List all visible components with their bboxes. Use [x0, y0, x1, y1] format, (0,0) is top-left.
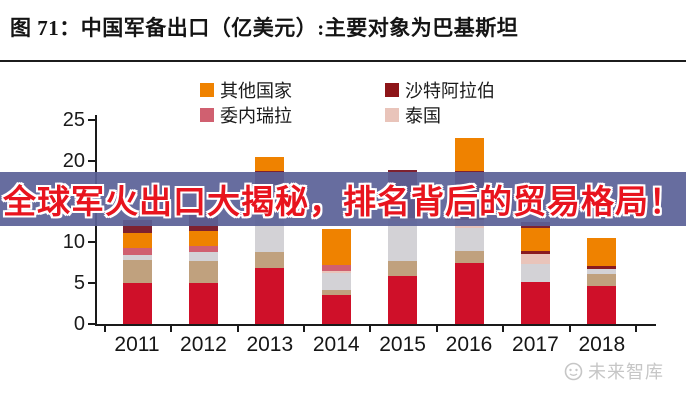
bar-2012 — [188, 213, 218, 324]
bar-2014 — [321, 229, 351, 324]
bar-segment-2017-其他国家 — [520, 227, 550, 251]
x-axis-category-label: 2011 — [114, 333, 160, 356]
bar-segment-2014-未标注(灰) — [321, 272, 351, 290]
overlay-banner: 全球军火出口大揭秘，排名背后的贸易格局！ — [0, 172, 686, 226]
legend-swatch — [200, 108, 214, 122]
bar-2018 — [587, 238, 617, 324]
x-axis-line — [95, 324, 656, 326]
y-axis-tick-label: 25 — [62, 109, 85, 131]
bar-segment-2012-未标注(灰) — [188, 252, 218, 262]
bar-segment-2017-未标注(灰) — [520, 263, 550, 283]
bar-segment-2014-委内瑞拉 — [321, 265, 351, 271]
y-axis-tick — [88, 323, 95, 325]
bar-segment-2016-其他国家 — [454, 137, 484, 172]
bar-segment-2017-未标注(红) — [520, 282, 550, 324]
legend-item: 委内瑞拉 — [200, 106, 292, 126]
bar-segment-2015-未标注(棕) — [388, 261, 418, 276]
bar-segment-2015-未标注(灰) — [388, 221, 418, 262]
y-axis-tick-label: 0 — [73, 313, 85, 335]
bar-segment-2018-未标注(棕) — [587, 274, 617, 287]
x-axis-tick — [236, 326, 239, 332]
bar-segment-2018-未标注(灰) — [587, 269, 617, 275]
y-axis-tick-label: 20 — [62, 149, 85, 172]
x-axis-category-label: 2013 — [246, 333, 294, 356]
legend-item: 沙特阿拉伯 — [385, 81, 495, 101]
watermark: 未来智库 — [564, 358, 664, 384]
bar-segment-2016-未标注(灰) — [454, 227, 484, 251]
bar-segment-2012-未标注(棕) — [188, 261, 218, 284]
bar-segment-2017-泰国 — [520, 253, 550, 264]
bar-segment-2014-未标注(红) — [321, 294, 351, 324]
x-axis-category-label: 2017 — [512, 333, 559, 356]
bar-2017 — [520, 222, 550, 324]
bar-segment-2013-其他国家 — [255, 156, 285, 172]
bar-segment-2017-委内瑞拉 — [520, 250, 550, 254]
bar-2016 — [454, 137, 484, 324]
bar-segment-2018-沙特阿拉伯 — [587, 266, 617, 270]
bar-2011 — [122, 220, 152, 324]
bar-segment-2011-未标注(棕) — [122, 260, 152, 284]
y-axis-tick-label: 10 — [62, 231, 85, 254]
x-axis-tick — [103, 326, 106, 332]
bar-segment-2012-委内瑞拉 — [188, 246, 218, 253]
bar-segment-2011-其他国家 — [122, 233, 152, 249]
overlay-banner-text: 全球军火出口大揭秘，排名背后的贸易格局！ — [3, 183, 683, 220]
bar-segment-2014-未标注(棕) — [321, 289, 351, 295]
legend-label: 沙特阿拉伯 — [405, 81, 495, 101]
bar-segment-2011-未标注(灰) — [122, 254, 152, 261]
y-axis-tick — [88, 119, 95, 121]
x-axis-tick — [170, 326, 173, 332]
y-axis-tick — [88, 282, 95, 285]
x-axis-category-label: 2014 — [312, 333, 360, 356]
x-axis-tick — [435, 326, 438, 332]
legend-swatch — [200, 83, 214, 97]
bar-segment-2011-未标注(红) — [122, 283, 152, 324]
legend-item: 泰国 — [385, 106, 441, 126]
y-axis-tick — [88, 159, 95, 162]
bar-segment-2013-未标注(红) — [255, 267, 285, 324]
bar-segment-2014-泰国 — [321, 270, 351, 273]
bar-segment-2018-未标注(红) — [587, 286, 617, 324]
x-axis-tick — [303, 326, 305, 332]
bar-segment-2011-委内瑞拉 — [122, 248, 152, 255]
x-axis-category-label: 2016 — [445, 333, 493, 356]
bar-segment-2016-未标注(棕) — [454, 250, 484, 263]
y-axis-tick-label: 5 — [73, 272, 85, 295]
futurethinktank-logo-icon — [564, 362, 583, 380]
x-axis-tick — [369, 326, 372, 332]
watermark-text: 未来智库 — [588, 362, 664, 382]
title-divider — [0, 60, 686, 62]
bar-segment-2012-其他国家 — [188, 230, 218, 247]
x-axis-tick — [635, 326, 637, 332]
x-axis-category-label: 2015 — [379, 333, 426, 356]
bar-segment-2012-未标注(红) — [188, 283, 218, 324]
bar-segment-2016-未标注(红) — [454, 262, 484, 324]
x-axis-category-label: 2018 — [578, 333, 626, 356]
legend-label: 其他国家 — [220, 81, 292, 101]
x-axis-tick — [568, 326, 571, 332]
legend-label: 泰国 — [405, 106, 441, 126]
x-axis-category-label: 2012 — [180, 333, 227, 356]
bar-segment-2018-其他国家 — [587, 238, 617, 267]
legend-swatch — [385, 83, 399, 97]
legend-item: 其他国家 — [200, 81, 292, 101]
bar-segment-2013-未标注(棕) — [255, 252, 285, 268]
legend-label: 委内瑞拉 — [220, 106, 292, 126]
legend-swatch — [385, 108, 399, 122]
bar-segment-2014-其他国家 — [321, 229, 351, 266]
figure-title: 图 71：中国军备出口（亿美元）:主要对象为巴基斯坦 — [10, 16, 519, 40]
y-axis-tick — [88, 241, 95, 244]
x-axis-tick — [502, 326, 505, 332]
bar-segment-2015-未标注(红) — [388, 275, 418, 324]
